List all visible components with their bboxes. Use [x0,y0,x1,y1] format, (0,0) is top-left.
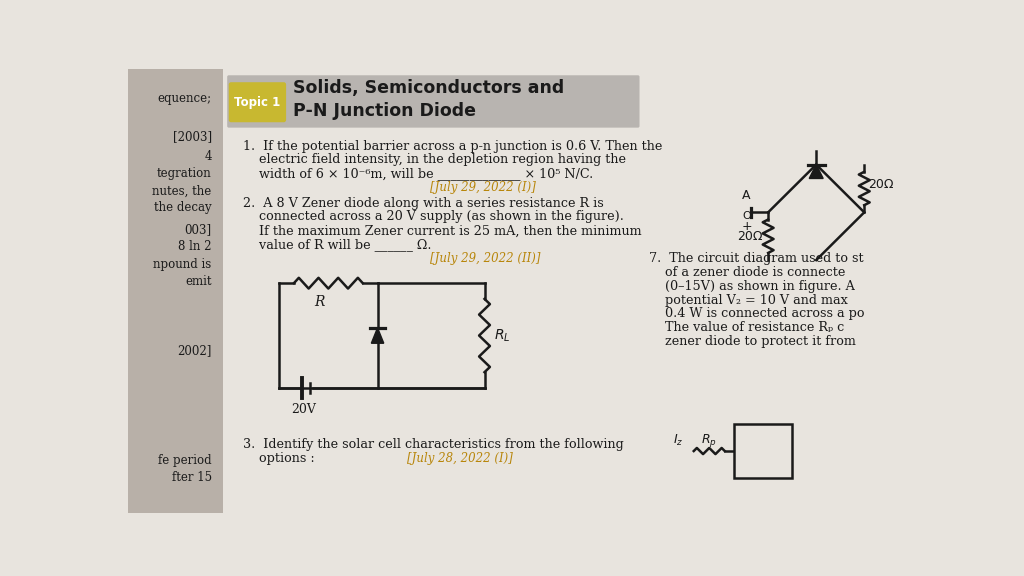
Bar [222,69,922,513]
Text: The value of resistance Rₚ c: The value of resistance Rₚ c [649,321,844,334]
Text: 8 ln 2: 8 ln 2 [178,241,212,253]
Text: Topic 1: Topic 1 [234,96,281,109]
Text: connected across a 20 V supply (as shown in the figure).: connected across a 20 V supply (as shown… [243,210,624,223]
Text: $R_L$: $R_L$ [494,327,510,344]
Text: options :: options : [243,452,314,465]
Text: fe period: fe period [158,454,212,467]
Text: Solids, Semiconductors and: Solids, Semiconductors and [293,78,564,97]
Text: electric field intensity, in the depletion region having the: electric field intensity, in the depleti… [243,153,626,166]
Text: the decay: the decay [154,201,212,214]
Text: +: + [741,220,752,233]
Text: nutes, the: nutes, the [153,184,212,198]
Text: 0.4 W is connected across a po: 0.4 W is connected across a po [649,308,864,320]
Text: fter 15: fter 15 [172,471,212,484]
Text: [July 29, 2022 (I)]: [July 29, 2022 (I)] [430,181,537,194]
Text: potential V₂ = 10 V and max: potential V₂ = 10 V and max [649,294,848,306]
Text: $R_p$: $R_p$ [701,432,717,449]
Text: npound is: npound is [154,258,212,271]
Text: O: O [742,211,751,221]
Text: 3.  Identify the solar cell characteristics from the following: 3. Identify the solar cell characteristi… [243,438,624,452]
Text: [July 29, 2022 (II)]: [July 29, 2022 (II)] [430,252,541,265]
Text: width of 6 × 10⁻⁶m, will be _____________ × 10⁵ N/C.: width of 6 × 10⁻⁶m, will be ____________… [243,168,593,180]
Text: 003]: 003] [184,223,212,236]
Text: 2002]: 2002] [177,344,212,358]
Polygon shape [372,328,384,343]
Text: 2.  A 8 V Zener diode along with a series resistance R is: 2. A 8 V Zener diode along with a series… [243,196,603,210]
Text: $I_z$: $I_z$ [673,433,683,448]
Text: [2003]: [2003] [173,130,212,143]
Text: A: A [742,188,751,202]
Text: P-N Junction Diode: P-N Junction Diode [293,102,476,120]
Text: value of R will be ______ Ω.: value of R will be ______ Ω. [243,238,431,251]
Polygon shape [809,165,823,179]
Text: 20V: 20V [292,403,316,416]
Text: emit: emit [185,275,212,288]
Bar [734,424,793,478]
Bar [128,69,222,513]
FancyBboxPatch shape [228,82,286,122]
Text: R: R [314,295,325,309]
Text: tegration: tegration [157,168,212,180]
FancyBboxPatch shape [227,75,640,128]
Text: 20Ω: 20Ω [737,230,763,242]
Text: If the maximum Zener current is 25 mA, then the minimum: If the maximum Zener current is 25 mA, t… [243,224,641,237]
Text: 1.  If the potential barrier across a p-n junction is 0.6 V. Then the: 1. If the potential barrier across a p-n… [243,139,663,153]
Text: [July 28, 2022 (I)]: [July 28, 2022 (I)] [407,452,513,465]
Text: equence;: equence; [158,92,212,105]
Text: (0–15V) as shown in figure. A: (0–15V) as shown in figure. A [649,280,855,293]
Text: zener diode to protect it from: zener diode to protect it from [649,335,856,348]
Text: 7.  The circuit diagram used to st: 7. The circuit diagram used to st [649,252,863,265]
Text: 20Ω: 20Ω [868,178,894,191]
Text: of a zener diode is connecte: of a zener diode is connecte [649,266,845,279]
Text: 4: 4 [204,150,212,164]
